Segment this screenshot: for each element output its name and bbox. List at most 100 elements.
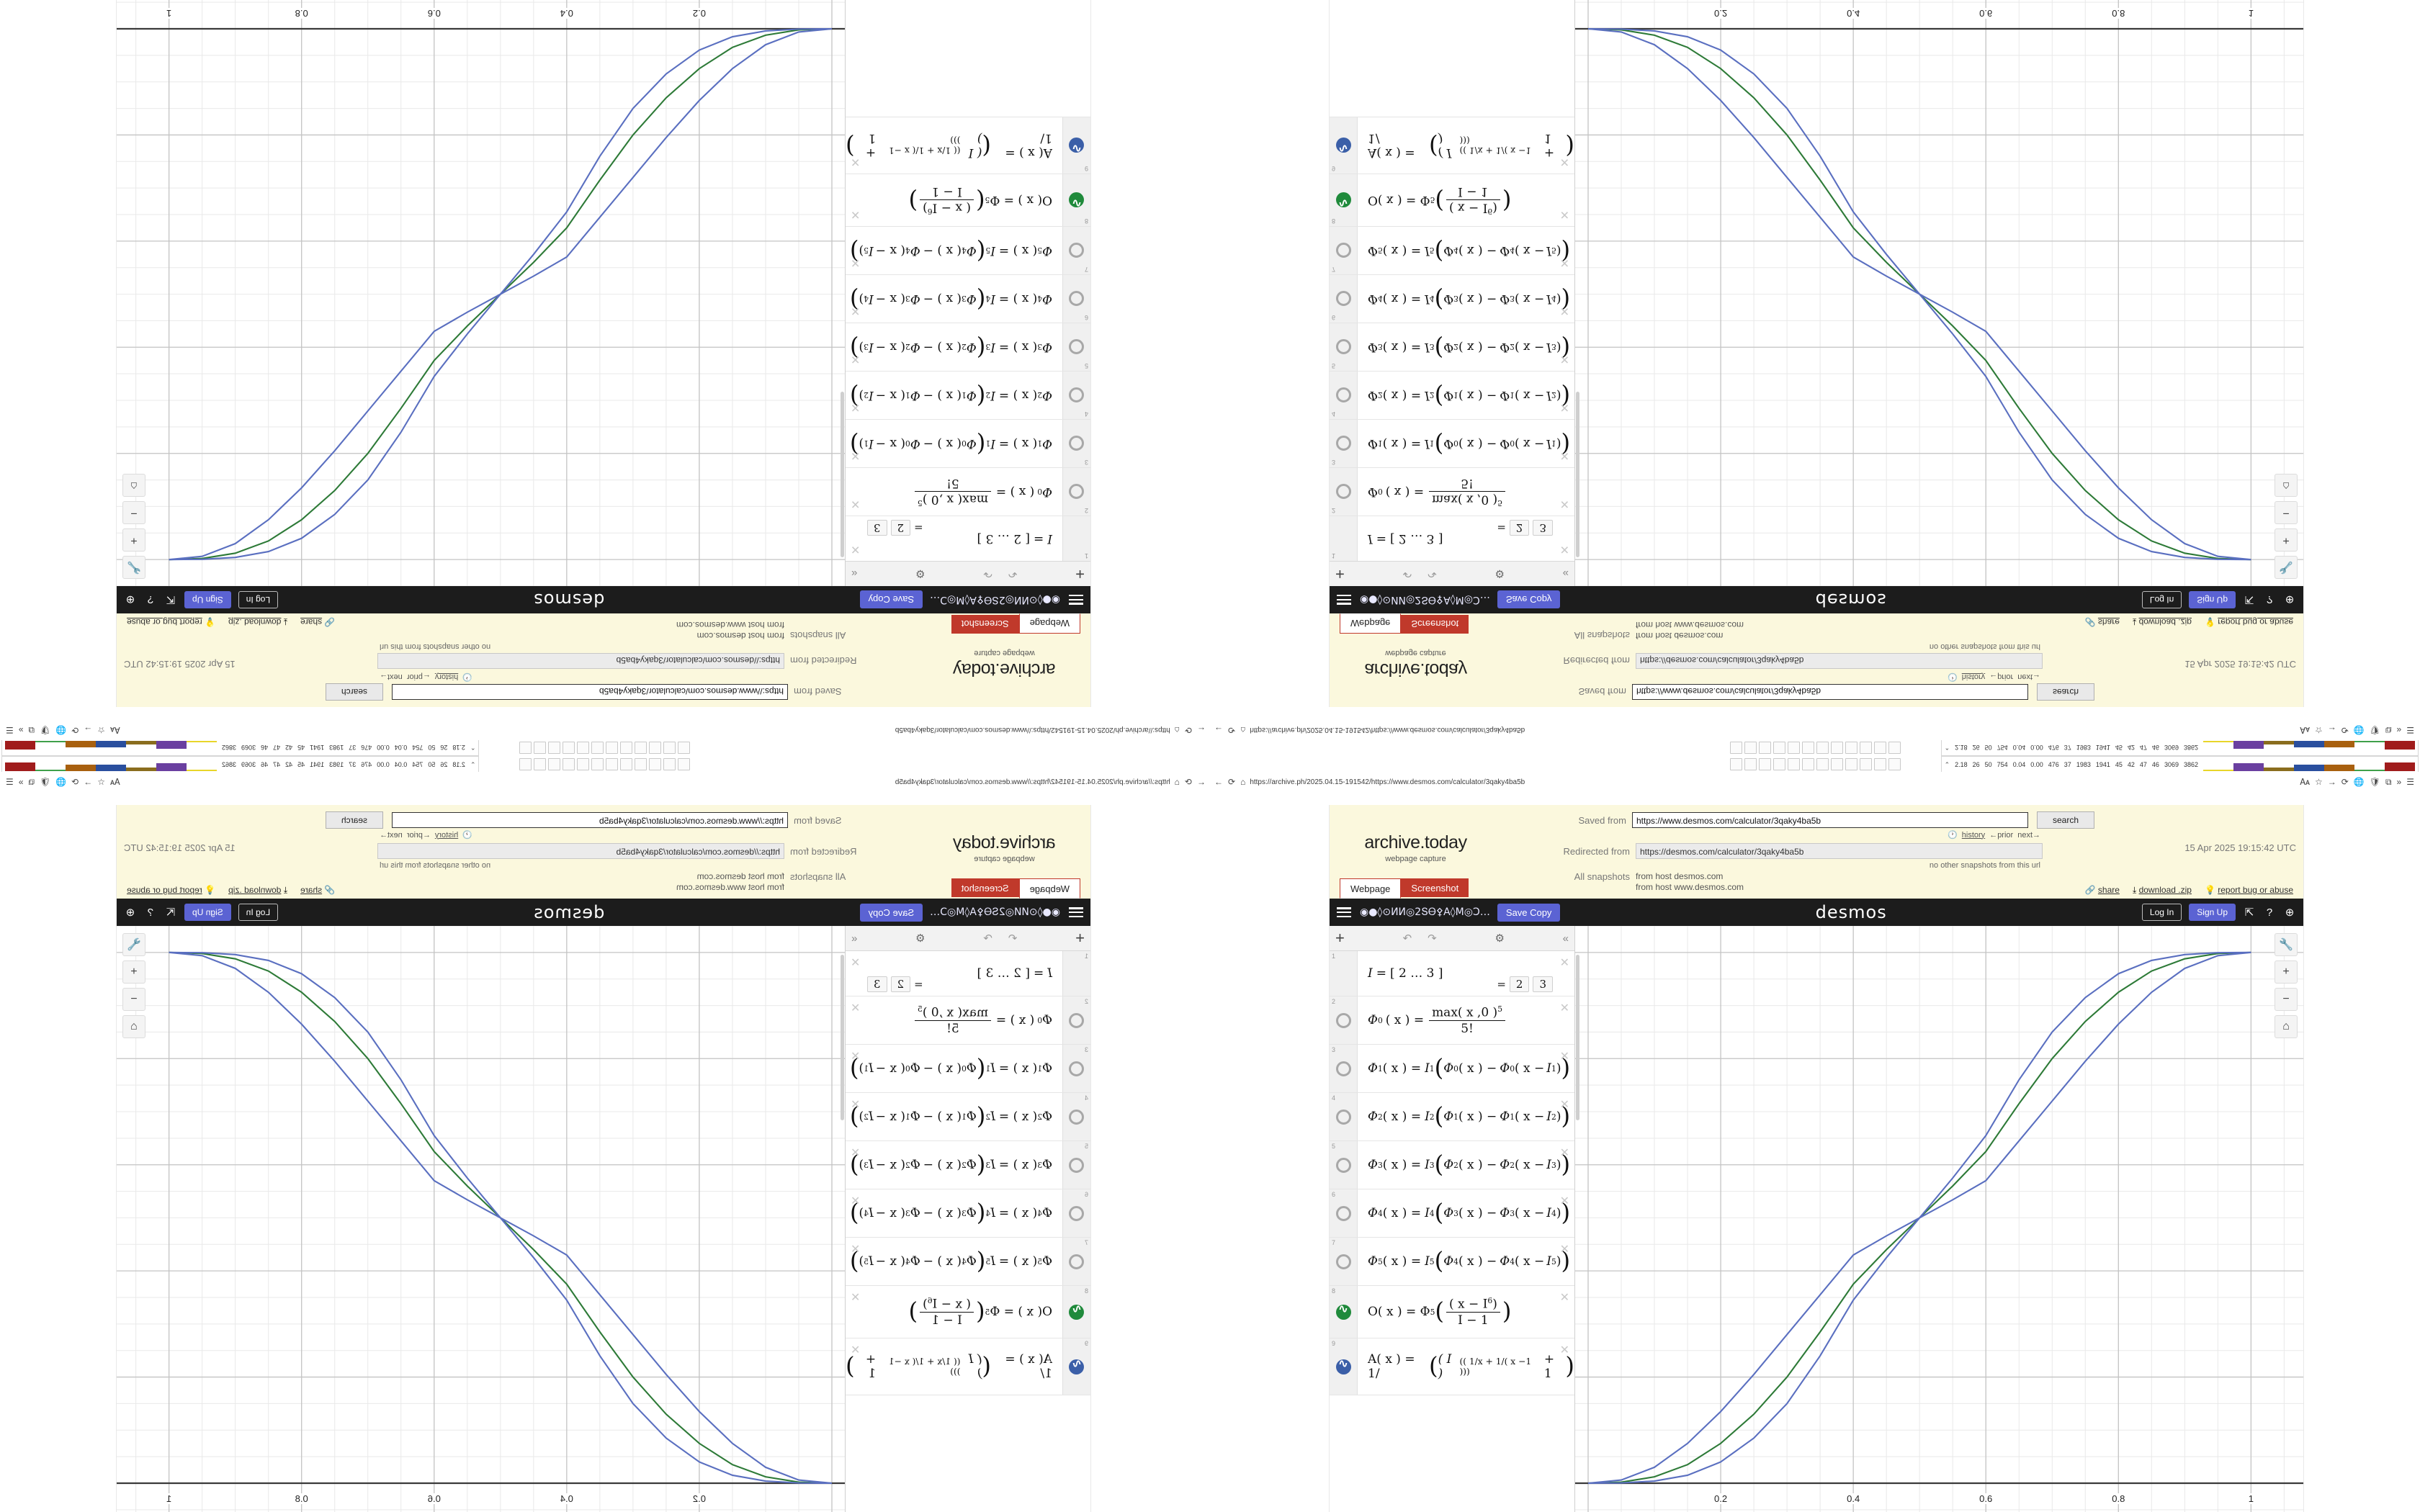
expression-row[interactable]: 5 Φ 3( x ) = I 3(Φ 2( x ) − Φ 2( x − I 3)) ✕ (1330, 1141, 1574, 1189)
delete-icon[interactable]: ✕ (851, 1242, 861, 1256)
overflow-icon[interactable]: » (18, 725, 24, 735)
bookmark-star-icon[interactable]: ☆ (2314, 777, 2323, 787)
taskbar-icon-firefox[interactable] (663, 757, 676, 770)
delete-icon[interactable]: ✕ (1559, 208, 1569, 222)
expression-row[interactable]: 9 A( x ) = 1/ ( ( I ) (( 1/x + 1/( x −1 )… (1330, 1338, 1574, 1395)
reload-icon[interactable]: ⟳ (1184, 725, 1192, 735)
taskbar-icon-terminal[interactable] (606, 742, 619, 755)
expression-math[interactable]: Φ 2( x ) = I 2(Φ 1( x ) − Φ 1( x − I 2)) ✕ (846, 1093, 1062, 1140)
hamburger-menu-icon[interactable]: ☰ (2406, 777, 2414, 787)
delete-icon[interactable]: ✕ (1559, 1343, 1569, 1356)
plot-toggle-circle[interactable] (1335, 339, 1351, 355)
zoom-out-icon[interactable]: − (122, 988, 145, 1011)
expression-row[interactable]: 7 Φ 5( x ) = I 5(Φ 4( x ) − Φ 4( x − I 5)) ✕ (1330, 1238, 1574, 1286)
nav-icon-group[interactable]: ← ⟳ ⌂ (1175, 725, 1206, 735)
sign-up-button[interactable]: Sign Up (184, 591, 231, 608)
taskbar-icon-firefox[interactable] (1729, 742, 1742, 755)
home-icon[interactable]: ⌂ (2275, 474, 2298, 497)
expression-math[interactable]: Φ 3( x ) = I 3(Φ 2( x ) − Φ 2( x − I 3)) ✕ (1358, 323, 1574, 371)
host-entry[interactable]: from host www.desmos.com (676, 620, 784, 630)
history-link[interactable]: history (1961, 672, 1986, 682)
taskbar-icon-document[interactable] (649, 742, 662, 755)
expression-row[interactable]: 4 Φ 2( x ) = I 2(Φ 1( x ) − Φ 1( x − I 2)) ✕ (1330, 371, 1574, 419)
graph-canvas[interactable]: 🔧 + − ⌂ 0.2 0.4 0.6 0.8 1 (117, 0, 845, 586)
search-button[interactable]: search (2037, 683, 2094, 701)
expression-row[interactable]: 3 Φ 1( x ) = I 1(Φ 0( x ) − Φ 0( x − I 1)) ✕ (1330, 419, 1574, 467)
sign-up-button[interactable]: Sign Up (2189, 591, 2236, 608)
host-entry[interactable]: from host desmos.com (696, 631, 784, 641)
expression-math[interactable]: Φ 1( x ) = I 1(Φ 0( x ) − Φ 0( x − I 1)) ✕ (846, 1045, 1062, 1092)
reload-icon[interactable]: ⟳ (2341, 725, 2349, 735)
delete-icon[interactable]: ✕ (1559, 498, 1569, 511)
expression-row[interactable]: 1 I = [ 2 … 3 ] ✕ = 2 (1330, 516, 1574, 561)
tab-screenshot[interactable]: Screenshot (1401, 615, 1469, 634)
tab-webpage[interactable]: Webpage (1018, 613, 1080, 634)
delete-icon[interactable]: ✕ (851, 1097, 861, 1111)
taskbar-icon-document[interactable] (1773, 742, 1785, 755)
toolbar-icon-group[interactable]: 🗛 ☆ → ⟳ 🌐 🛡 ⧉ » ☰ (2300, 777, 2414, 788)
globe-icon[interactable]: 🌐 (55, 725, 67, 735)
expression-row[interactable]: 3 Φ 1( x ) = I 1(Φ 0( x ) − Φ 0( x − I 1)) ✕ (1330, 1045, 1574, 1093)
expression-row[interactable]: 4 Φ 2( x ) = I 2(Φ 1( x ) − Φ 1( x − I 2)) ✕ (846, 1093, 1090, 1141)
expression-row[interactable]: 7 Φ 5( x ) = I 5(Φ 4( x ) − Φ 4( x − I 5)) ✕ (1330, 226, 1574, 274)
delete-icon[interactable]: ✕ (851, 1343, 861, 1356)
taskbar-icon-document[interactable] (1859, 757, 1872, 770)
language-icon[interactable]: ⊕ (2285, 906, 2295, 919)
tab-screenshot[interactable]: Screenshot (951, 615, 1019, 634)
graph-title[interactable]: ◉●◊⊙ИИ◎2ՏᎾ⚴A◊M◎Ͻ… (930, 594, 1060, 606)
zoom-out-icon[interactable]: − (122, 501, 145, 524)
taskbar-icon-firefox[interactable] (1888, 742, 1901, 755)
taskbar-icon-firefox[interactable] (1729, 757, 1742, 770)
delete-icon[interactable]: ✕ (851, 1146, 861, 1159)
expression-math[interactable]: Φ 5( x ) = I 5(Φ 4( x ) − Φ 4( x − I 5)) ✕ (846, 1238, 1062, 1285)
undo-redo-group[interactable]: ↶ ↷ (1403, 932, 1437, 945)
taskbar-icon-firefox[interactable] (534, 757, 547, 770)
expression-math[interactable]: Φ 3( x ) = I 3(Φ 2( x ) − Φ 2( x − I 3)) ✕ (846, 1141, 1062, 1189)
collapse-icon[interactable]: « (851, 932, 858, 945)
plot-toggle-circle[interactable] (1069, 387, 1085, 403)
translate-icon[interactable]: 🗛 (110, 725, 120, 736)
prior-link[interactable]: ←prior (1989, 672, 2014, 682)
archive-actions[interactable]: 🔗 share ⤓ download .zip 💡 report bug or … (127, 885, 335, 896)
download-action[interactable]: ⤓ download .zip (228, 617, 288, 627)
globe-icon[interactable]: 🌐 (2353, 725, 2365, 735)
bookmark-star-icon[interactable]: ☆ (97, 725, 106, 735)
value-cell[interactable]: 2 (1509, 520, 1530, 536)
help-icon[interactable]: ? (147, 906, 154, 919)
expression-math[interactable]: I = [ 2 … 3 ] ✕ = 2 3 (846, 516, 1062, 561)
delete-icon[interactable]: ✕ (1559, 1097, 1569, 1111)
gear-icon[interactable]: ⚙ (1494, 932, 1505, 945)
sign-up-button[interactable]: Sign Up (2189, 904, 2236, 921)
expression-row[interactable]: 7 Φ 5( x ) = I 5(Φ 4( x ) − Φ 4( x − I 5)) ✕ (846, 1238, 1090, 1286)
taskbar-icon-terminal[interactable] (591, 757, 604, 770)
delete-icon[interactable]: ✕ (851, 1194, 861, 1207)
taskbar-icon-document[interactable] (1845, 742, 1857, 755)
saved-from-input[interactable]: https://www.desmos.com/calculator/3qaky4… (1631, 684, 2028, 700)
delete-icon[interactable]: ✕ (851, 256, 861, 270)
delete-icon[interactable]: ✕ (851, 1290, 861, 1304)
shield-icon[interactable]: 🛡 (2369, 725, 2380, 735)
expression-math[interactable]: Φ 4( x ) = I 4(Φ 3( x ) − Φ 3( x − I 4)) ✕ (1358, 1189, 1574, 1237)
graph-canvas[interactable]: 🔧 + − ⌂ 0.2 0.4 0.6 0.8 1 (1575, 0, 2303, 586)
share-label[interactable]: share (2097, 617, 2120, 627)
zoom-in-icon[interactable]: + (2275, 960, 2298, 984)
plot-toggle-circle[interactable] (1069, 484, 1085, 500)
taskbar-icon-firefox[interactable] (534, 742, 547, 755)
expression-row[interactable]: 9 A( x ) = 1/ ( ( I ) (( 1/x + 1/( x −1 )… (1330, 117, 1574, 174)
add-expression-button[interactable]: + (1075, 565, 1085, 583)
host-entry[interactable]: from host www.desmos.com (676, 882, 784, 892)
redo-icon[interactable]: ↷ (1428, 567, 1437, 580)
plot-toggle-circle[interactable] (1069, 1109, 1085, 1125)
taskbar-icon-terminal[interactable] (1801, 742, 1814, 755)
plot-toggle-blue[interactable] (1335, 138, 1351, 153)
archive-tabs[interactable]: Webpage Screenshot (951, 613, 1080, 634)
plot-toggle-circle[interactable] (1335, 1109, 1351, 1125)
plot-toggle-green[interactable] (1069, 192, 1085, 208)
wrench-icon[interactable]: 🔧 (122, 933, 145, 956)
